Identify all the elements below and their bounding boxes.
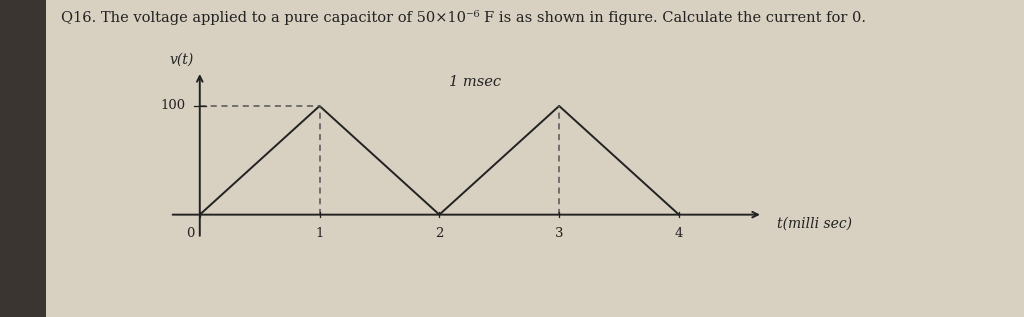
Text: 1: 1 [315,227,324,240]
Text: v(t): v(t) [170,53,194,67]
Text: 0: 0 [186,227,195,240]
Text: t(milli sec): t(milli sec) [777,216,852,230]
Text: 2: 2 [435,227,443,240]
Text: 3: 3 [555,227,563,240]
Text: Q16. The voltage applied to a pure capacitor of 50×10⁻⁶ F is as shown in figure.: Q16. The voltage applied to a pure capac… [61,10,866,24]
Text: 4: 4 [675,227,683,240]
Text: 1 msec: 1 msec [450,75,502,89]
Text: 100: 100 [161,100,185,113]
